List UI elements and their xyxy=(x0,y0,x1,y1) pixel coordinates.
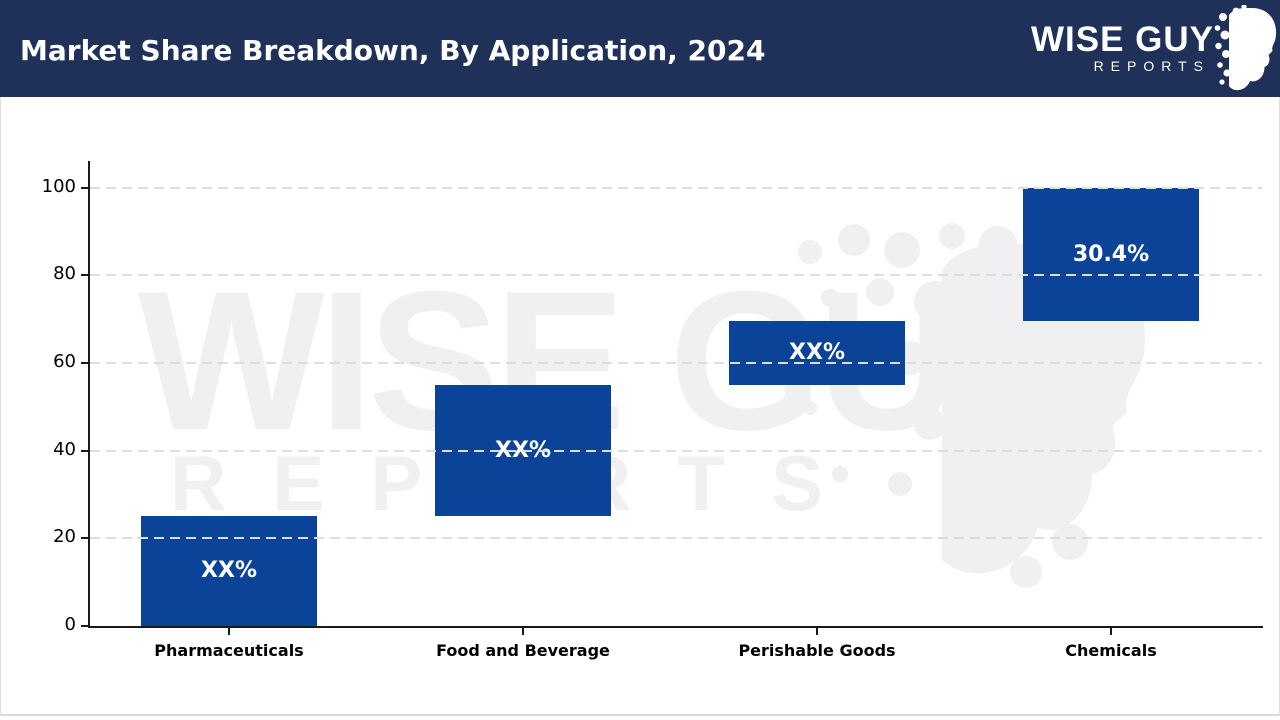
bar-perishable-goods: XX% xyxy=(729,320,905,385)
logo-wordmark: WISE GUY xyxy=(1030,20,1214,59)
x-axis-line xyxy=(88,626,1263,628)
y-axis-tick-label: 0 xyxy=(64,614,76,635)
y-axis-tick-label: 20 xyxy=(53,526,76,548)
y-tick-mark xyxy=(81,186,89,189)
wise-guy-reports-logo: WISE GUY REPORTS xyxy=(1020,0,1280,97)
x-tick-mark xyxy=(522,628,524,635)
y-axis-line xyxy=(88,161,90,628)
y-tick-mark xyxy=(81,274,89,277)
header-band: Market Share Breakdown, By Application, … xyxy=(0,0,1280,97)
watermark-dotted-head-icon xyxy=(792,223,1145,588)
gridline xyxy=(90,361,1262,364)
bar-value-label: XX% xyxy=(789,340,845,366)
x-tick-mark xyxy=(1110,628,1112,635)
x-axis-category-label: Perishable Goods xyxy=(738,641,896,660)
y-axis-tick-label: 60 xyxy=(53,350,76,372)
bar-chemicals: 30.4% xyxy=(1023,187,1199,321)
y-axis-tick-label: 80 xyxy=(53,263,76,285)
y-axis-tick-label: 40 xyxy=(53,438,76,460)
bar-pharmaceuticals: XX% xyxy=(141,515,317,626)
x-tick-mark xyxy=(816,628,818,635)
page-title: Market Share Breakdown, By Application, … xyxy=(20,34,766,67)
gridline xyxy=(90,186,1262,189)
gridline xyxy=(90,449,1262,452)
gridline xyxy=(90,537,1262,540)
dotted-head-icon xyxy=(1214,5,1277,91)
x-axis-category-label: Food and Beverage xyxy=(436,641,610,660)
logo-subtext: REPORTS xyxy=(1093,58,1210,74)
x-tick-mark xyxy=(228,628,230,635)
y-axis-tick-label: 100 xyxy=(41,175,76,197)
x-axis-category-label: Pharmaceuticals xyxy=(154,641,304,660)
x-axis-category-label: Chemicals xyxy=(1065,641,1157,660)
y-tick-mark xyxy=(81,625,89,627)
y-tick-mark xyxy=(81,361,89,364)
bar-value-label: 30.4% xyxy=(1072,241,1150,267)
gridline xyxy=(90,274,1262,277)
y-tick-mark xyxy=(81,537,89,540)
y-tick-mark xyxy=(81,449,89,452)
bar-value-label: XX% xyxy=(201,558,257,584)
